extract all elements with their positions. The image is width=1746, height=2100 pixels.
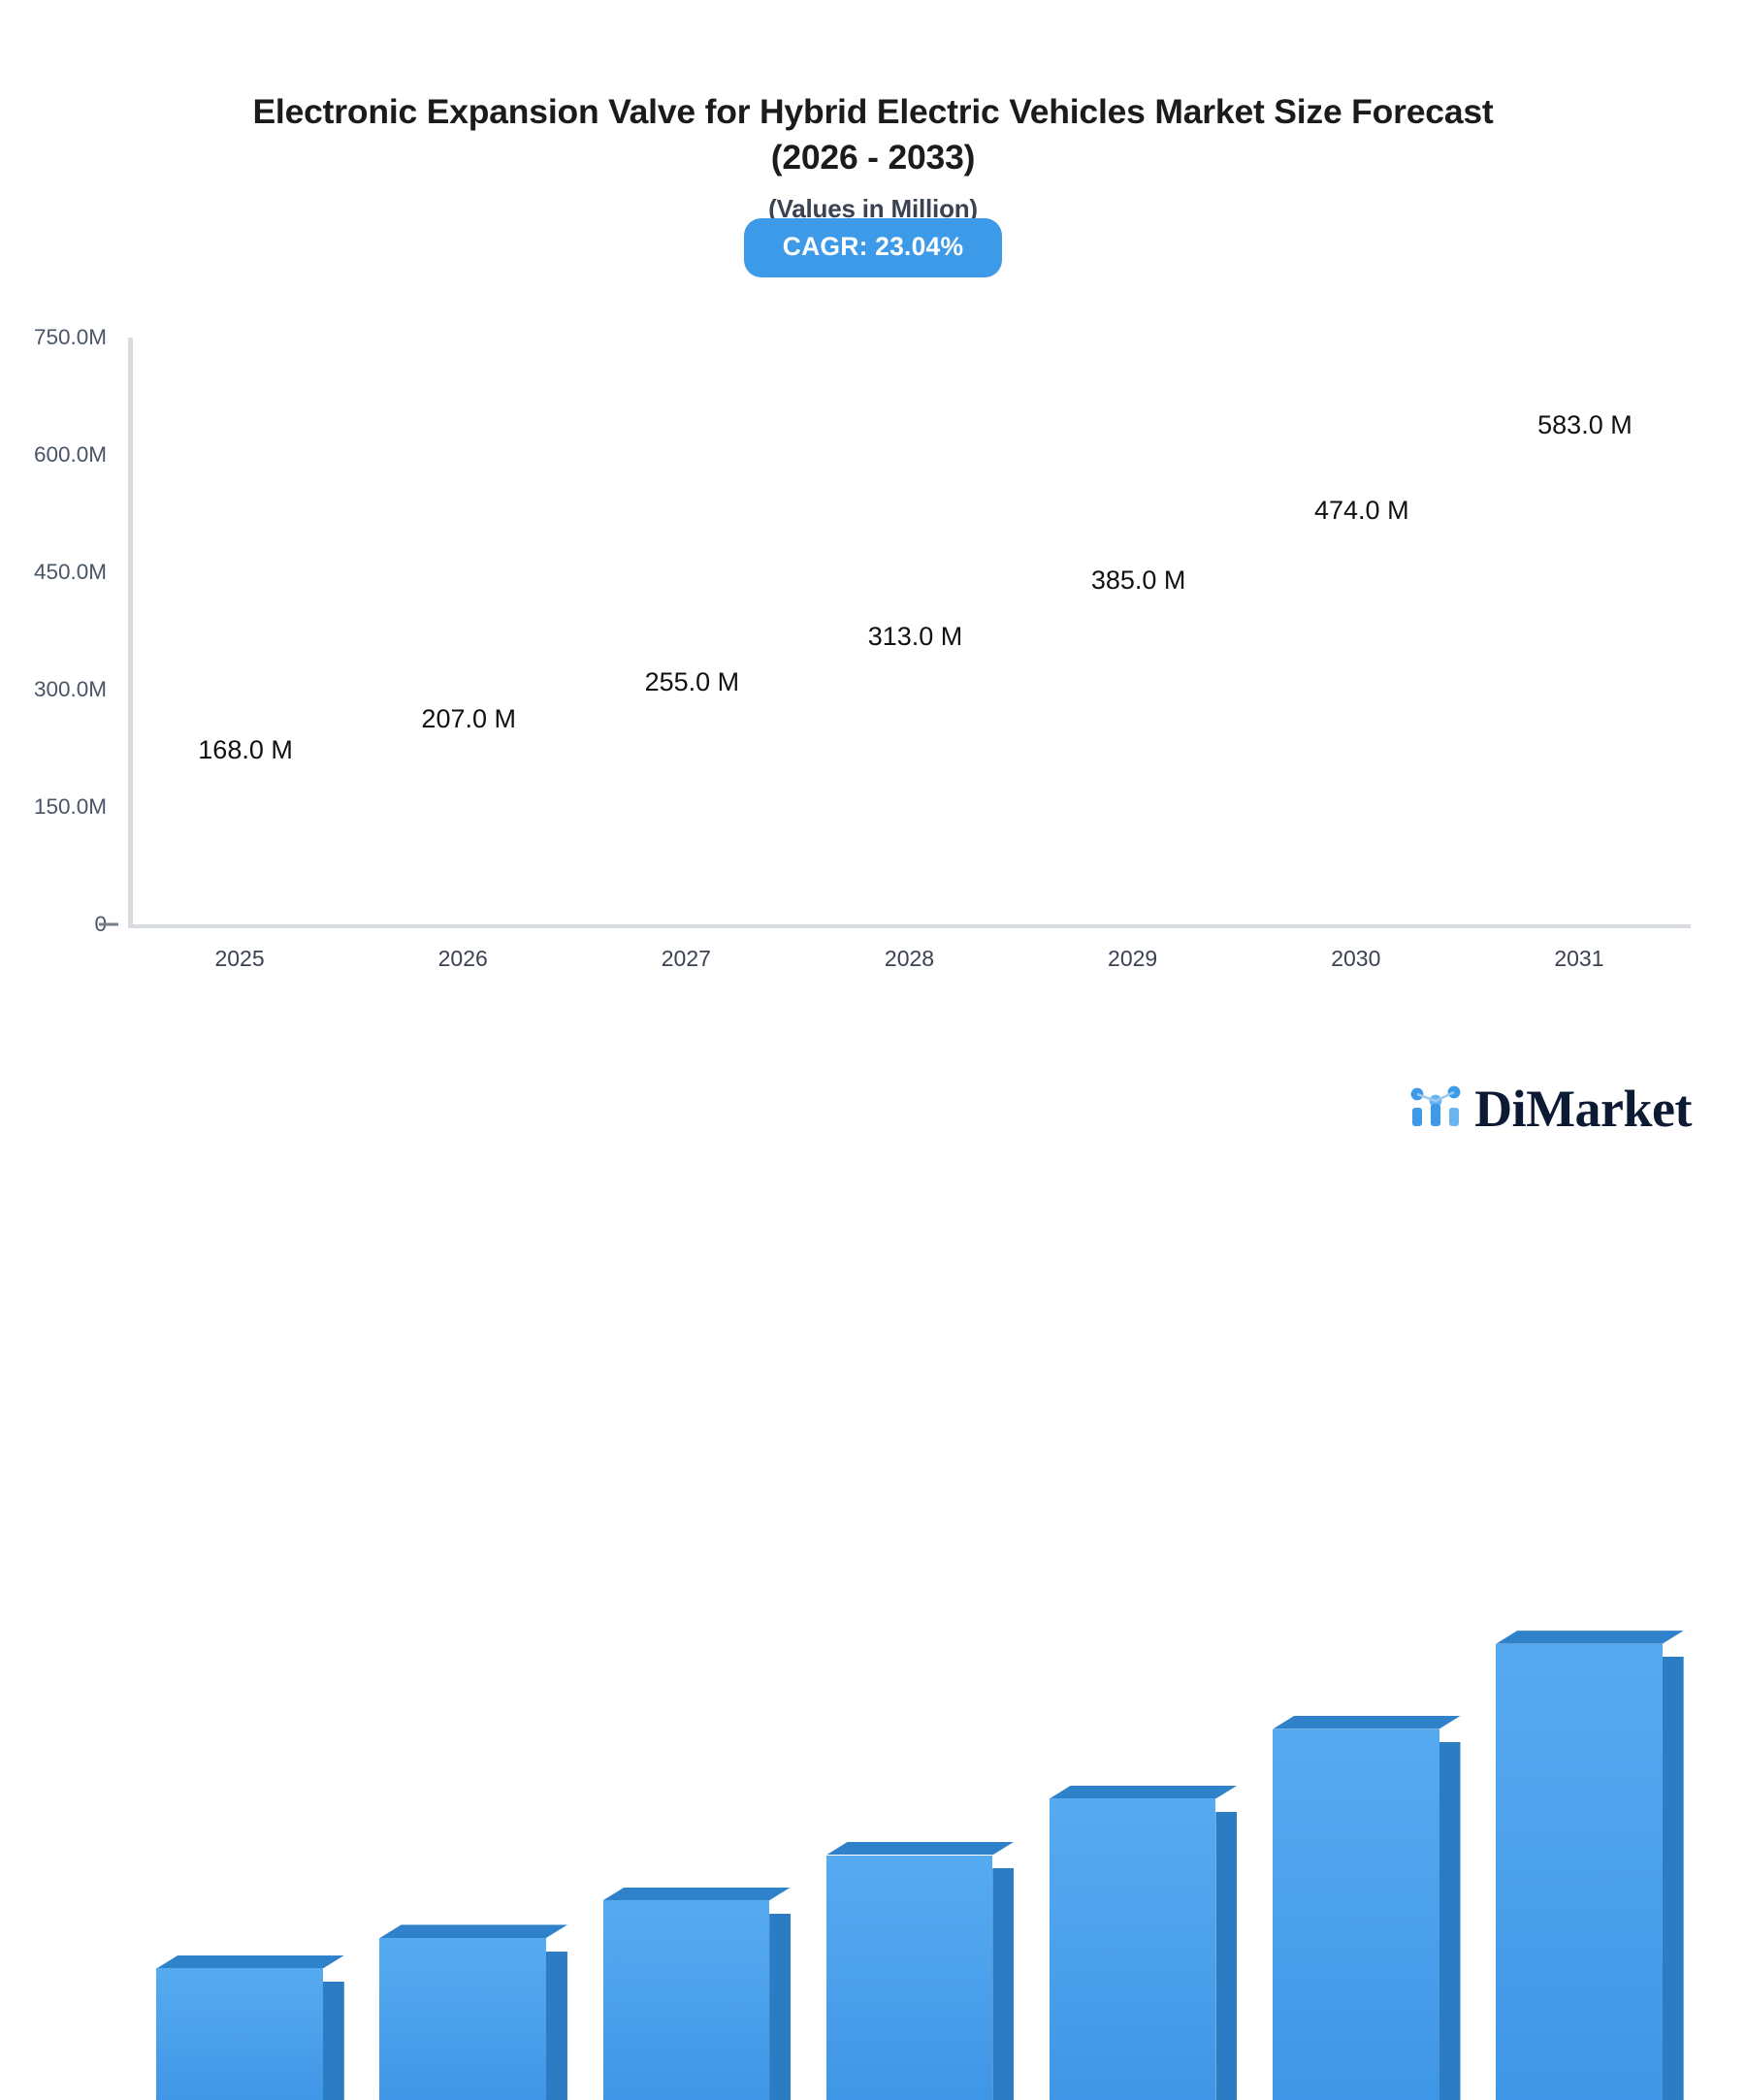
bar-front-face — [602, 1900, 770, 2100]
x-tick-label-2030: 2030 — [1331, 946, 1381, 971]
y-tick-label: 0 — [0, 912, 107, 937]
bar-value-label: 313.0 M — [867, 621, 963, 651]
plot-area: 0 150.0M 300.0M 450.0M 600.0M 750.0M 2025 2026… — [0, 325, 1691, 2100]
bar-top-face — [825, 1841, 1015, 1856]
bar-front-face — [825, 1855, 993, 2100]
bar-top-face — [379, 1924, 567, 1938]
x-tick-label-2029: 2029 — [1108, 946, 1158, 971]
bar-top-face — [1273, 1716, 1461, 1729]
bar-value-label: 207.0 M — [421, 704, 516, 734]
bar-value-label: 255.0 M — [644, 666, 740, 696]
x-axis-line — [128, 924, 1691, 928]
bar-top-face — [1496, 1631, 1684, 1644]
logo-text: DiMarket — [1474, 1080, 1692, 1138]
bar-value-label: 385.0 M — [1090, 565, 1186, 595]
bar-side-face — [1662, 1657, 1684, 2100]
bar-top-face — [602, 1887, 792, 1901]
x-tick-label-2025: 2025 — [214, 946, 265, 971]
y-tick-label: 750.0M — [33, 325, 107, 349]
x-tick-label-2028: 2028 — [884, 946, 935, 971]
y-tick-label: 300.0M — [33, 677, 107, 701]
bar-side-face — [1215, 1812, 1238, 2100]
dimarket-logo: DiMarket — [1410, 1082, 1692, 1135]
bar-value-label: 583.0 M — [1537, 410, 1633, 440]
bar-side-face — [992, 1868, 1015, 2100]
bar-side-face — [322, 1982, 344, 2100]
y-tick-mark-zero — [99, 922, 118, 926]
bar-side-face — [545, 1951, 567, 2100]
chart-container: Electronic Expansion Valve for Hybrid El… — [0, 92, 1692, 2100]
x-tick-label-2031: 2031 — [1554, 946, 1604, 971]
bar-value-label: 168.0 M — [198, 734, 293, 764]
bar-top-face — [1049, 1785, 1238, 1799]
y-tick-label: 450.0M — [33, 560, 107, 584]
y-axis-line — [128, 338, 133, 927]
bar-front-face — [1273, 1728, 1439, 2100]
y-tick-label: 600.0M — [33, 442, 107, 467]
bar-front-face — [1496, 1643, 1663, 2100]
bar-value-label: 474.0 M — [1314, 496, 1409, 525]
bar-front-face — [1049, 1798, 1216, 2100]
bar-side-face — [769, 1913, 792, 2100]
bar-chart-icon — [1410, 1084, 1461, 1134]
bar-side-face — [1439, 1742, 1461, 2100]
x-tick-label-2027: 2027 — [661, 946, 711, 971]
bar-top-face — [156, 1955, 344, 1969]
x-tick-label-2026: 2026 — [437, 946, 488, 971]
bar-front-face — [156, 1968, 323, 2100]
bar-front-face — [379, 1938, 546, 2100]
y-tick-label: 150.0M — [33, 794, 107, 819]
